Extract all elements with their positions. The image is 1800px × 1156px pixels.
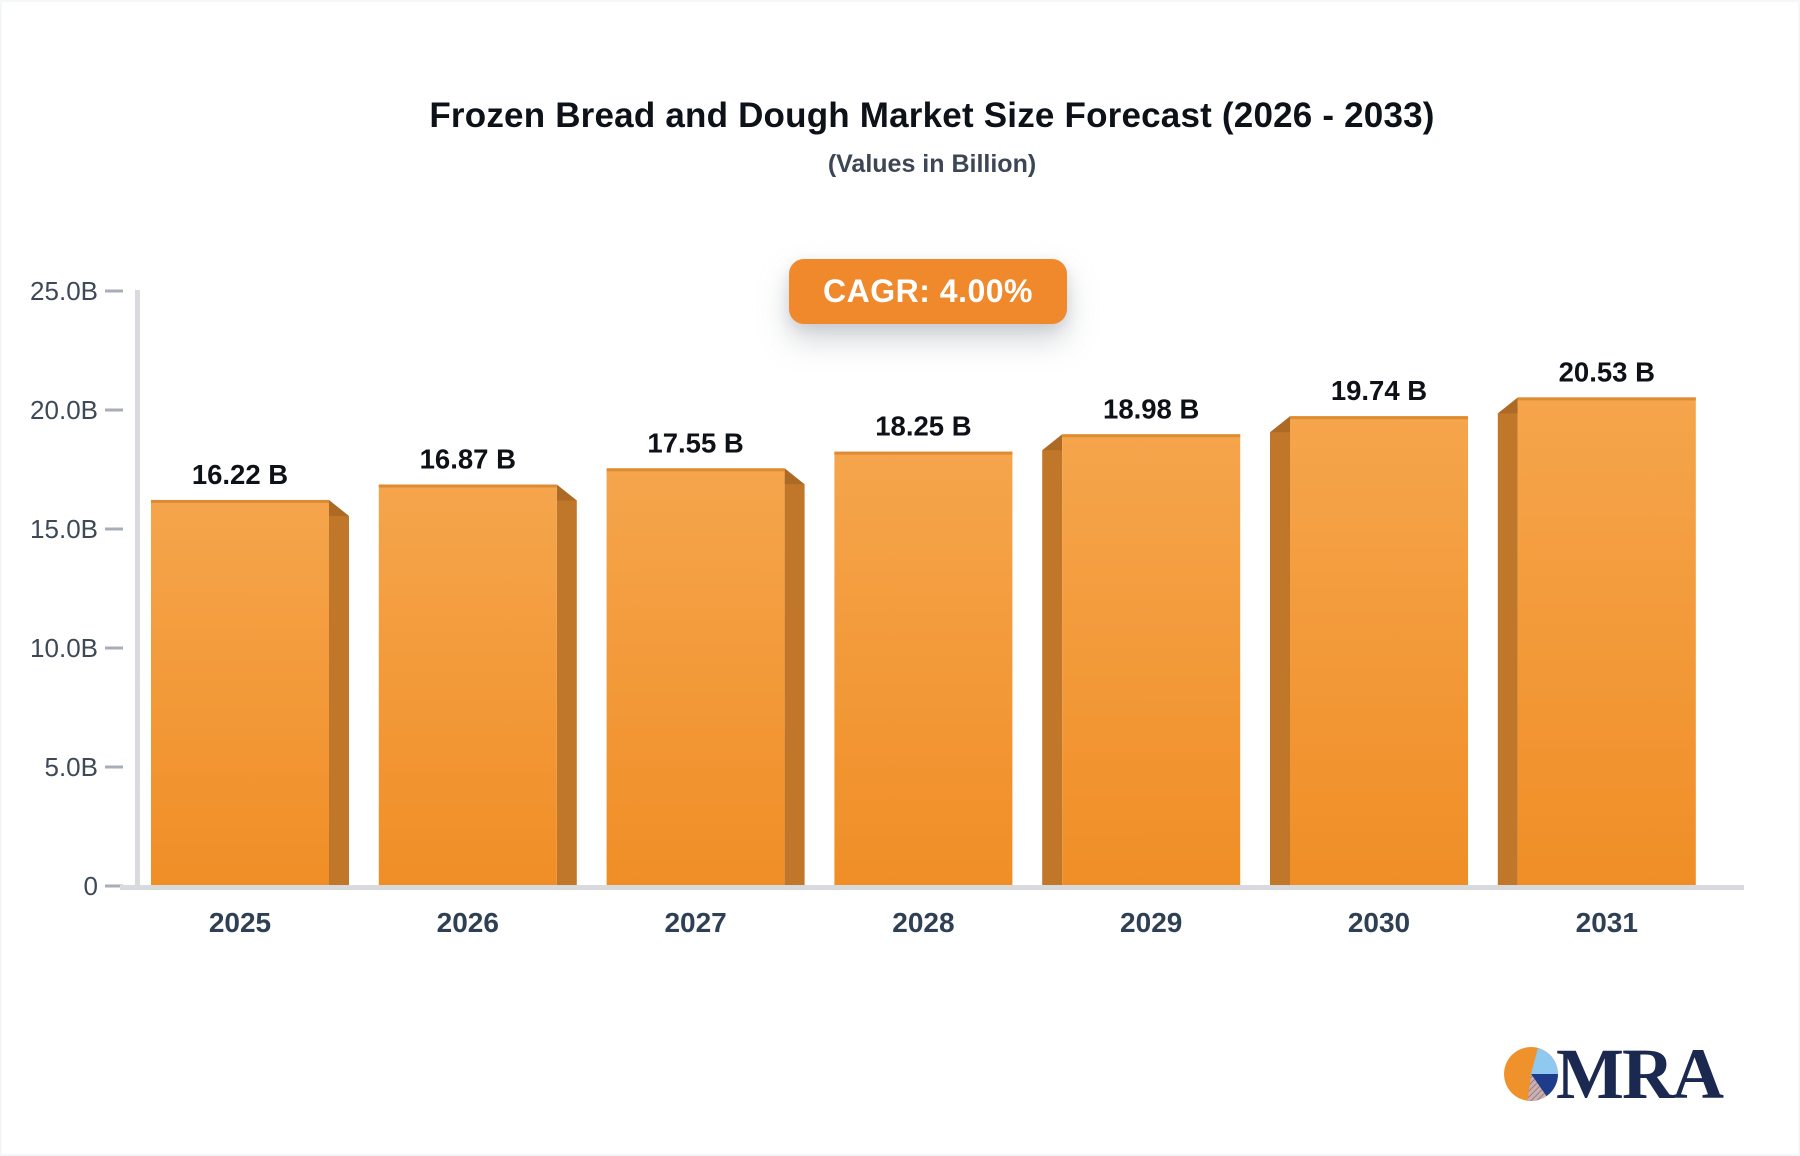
y-tick-label: 0 <box>84 871 98 901</box>
y-tick-mark <box>105 289 123 293</box>
brand-logo: MRA <box>1503 1034 1724 1114</box>
x-tick-label: 2027 <box>664 907 726 938</box>
x-tick-label: 2031 <box>1576 907 1638 938</box>
y-tick-label: 10.0B <box>30 633 98 663</box>
bar-side-face <box>556 484 577 886</box>
y-tick-label: 25.0B <box>30 276 98 306</box>
bar-group-2025: 16.22 B 2025 <box>151 459 349 938</box>
chart-subtitle: (Values in Billion) <box>827 150 1037 178</box>
pie-chart-logo-icon <box>1504 1047 1558 1101</box>
x-tick-label: 2029 <box>1120 907 1182 938</box>
bar-top-edge <box>1290 416 1468 420</box>
y-tick-mark <box>105 408 123 412</box>
bar-value-label: 16.87 B <box>420 443 516 474</box>
bar-value-label: 18.25 B <box>875 411 971 442</box>
bar <box>151 499 329 886</box>
cagr-badge: CAGR: 4.00% <box>789 259 1067 324</box>
x-tick-label: 2028 <box>892 907 954 938</box>
x-axis <box>120 885 1744 890</box>
y-tick-mark <box>105 884 123 888</box>
bar-group-2030: 19.74 B 2030 <box>1270 375 1468 938</box>
y-tick-label: 15.0B <box>30 514 98 544</box>
bar-top-edge <box>378 484 557 488</box>
y-tick-label: 5.0B <box>45 752 99 782</box>
x-tick-label: 2026 <box>437 907 499 938</box>
bar-group-2031: 20.53 B 2031 <box>1497 356 1696 938</box>
bar-value-label: 19.74 B <box>1331 375 1427 406</box>
bar-group-2029: 18.98 B 2029 <box>1042 393 1241 938</box>
bar <box>1517 397 1696 886</box>
bar-side-face <box>1497 397 1518 886</box>
bar-value-label: 20.53 B <box>1559 356 1655 387</box>
bar-bevel <box>329 499 349 516</box>
bar-group-2028: 18.25 B 2028 <box>834 411 1013 938</box>
bar-group-2027: 17.55 B 2027 <box>606 427 805 938</box>
brand-name: MRA <box>1556 1034 1724 1114</box>
y-tick-mark <box>105 765 123 769</box>
bar-bevel <box>784 468 805 485</box>
bar-top-edge <box>151 499 329 503</box>
y-tick-mark <box>105 646 123 650</box>
bar-top-edge <box>1517 397 1696 401</box>
bar-bevel <box>1497 397 1518 414</box>
y-tick-mark <box>105 527 123 531</box>
bar <box>1290 416 1468 886</box>
chart-title: Frozen Bread and Dough Market Size Forec… <box>429 96 1435 135</box>
cagr-badge-label: CAGR: 4.00% <box>823 273 1033 309</box>
bar-bevel <box>1042 434 1063 451</box>
x-tick-label: 2030 <box>1348 907 1410 938</box>
bar-top-edge <box>834 451 1013 455</box>
x-tick-label: 2025 <box>209 907 271 938</box>
bar-side-face <box>1042 434 1063 886</box>
y-tick-label: 20.0B <box>30 395 98 425</box>
bar-top-edge <box>1062 434 1241 438</box>
bar-side-face <box>784 468 805 886</box>
bar <box>606 468 785 886</box>
bar-side-face <box>329 499 349 886</box>
bar <box>378 484 557 886</box>
bar-bevel <box>556 484 577 501</box>
bar-side-face <box>1270 416 1290 886</box>
bar-value-label: 17.55 B <box>647 427 743 458</box>
bar-bevel <box>1270 416 1290 433</box>
bar <box>834 451 1013 886</box>
y-axis <box>135 290 140 888</box>
bar <box>1062 434 1241 886</box>
bar-value-label: 18.98 B <box>1103 393 1199 424</box>
bar-value-label: 16.22 B <box>192 459 288 490</box>
bar-group-2026: 16.87 B 2026 <box>378 443 577 938</box>
bar-top-edge <box>606 468 785 472</box>
